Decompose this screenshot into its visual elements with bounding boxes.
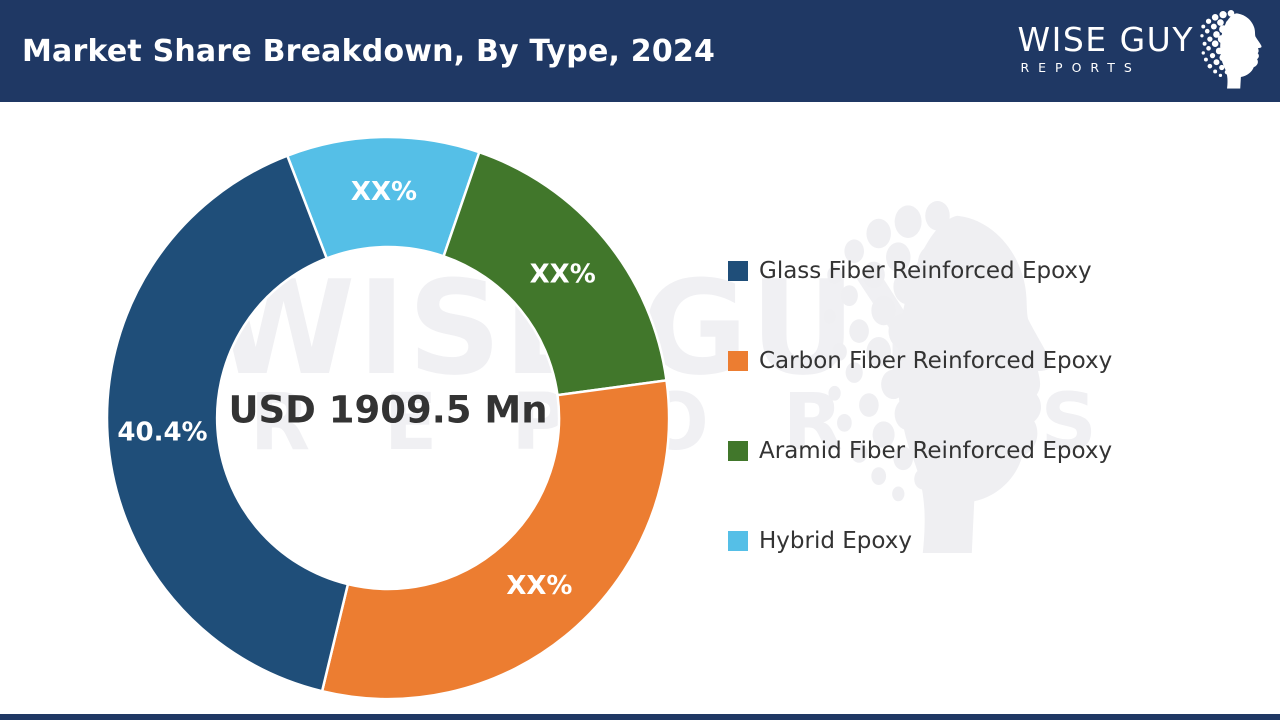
logo-subtitle: REPORTS (1020, 60, 1141, 76)
header-bar: Market Share Breakdown, By Type, 2024 WI… (0, 0, 1280, 102)
logo-face-icon (1198, 9, 1264, 89)
legend-label-aramid-fiber-reinforced-epoxy: Aramid Fiber Reinforced Epoxy (759, 438, 1113, 464)
legend-swatch-hybrid-epoxy (728, 531, 748, 551)
logo-text: WISE GUY REPORTS (1017, 19, 1194, 76)
legend-swatch-glass-fiber-reinforced-epoxy (728, 261, 748, 281)
legend-item-glass-fiber-reinforced-epoxy: Glass Fiber Reinforced Epoxy (728, 257, 1092, 285)
legend-item-aramid-fiber-reinforced-epoxy: Aramid Fiber Reinforced Epoxy (728, 437, 1112, 465)
legend-label-glass-fiber-reinforced-epoxy: Glass Fiber Reinforced Epoxy (759, 258, 1092, 284)
legend-item-carbon-fiber-reinforced-epoxy: Carbon Fiber Reinforced Epoxy (728, 347, 1112, 375)
logo-wordmark: WISE GUY (1017, 19, 1194, 59)
page-title: Market Share Breakdown, By Type, 2024 (22, 33, 716, 69)
legend-swatch-carbon-fiber-reinforced-epoxy (728, 351, 748, 371)
legend-label-carbon-fiber-reinforced-epoxy: Carbon Fiber Reinforced Epoxy (759, 348, 1113, 374)
legend-label-hybrid-epoxy: Hybrid Epoxy (759, 528, 912, 554)
footer-bar (0, 714, 1280, 720)
legend-swatch-aramid-fiber-reinforced-epoxy (728, 441, 748, 461)
legend-item-hybrid-epoxy: Hybrid Epoxy (728, 527, 912, 555)
wise-guy-reports-logo: WISE GUY REPORTS (1017, 9, 1264, 89)
